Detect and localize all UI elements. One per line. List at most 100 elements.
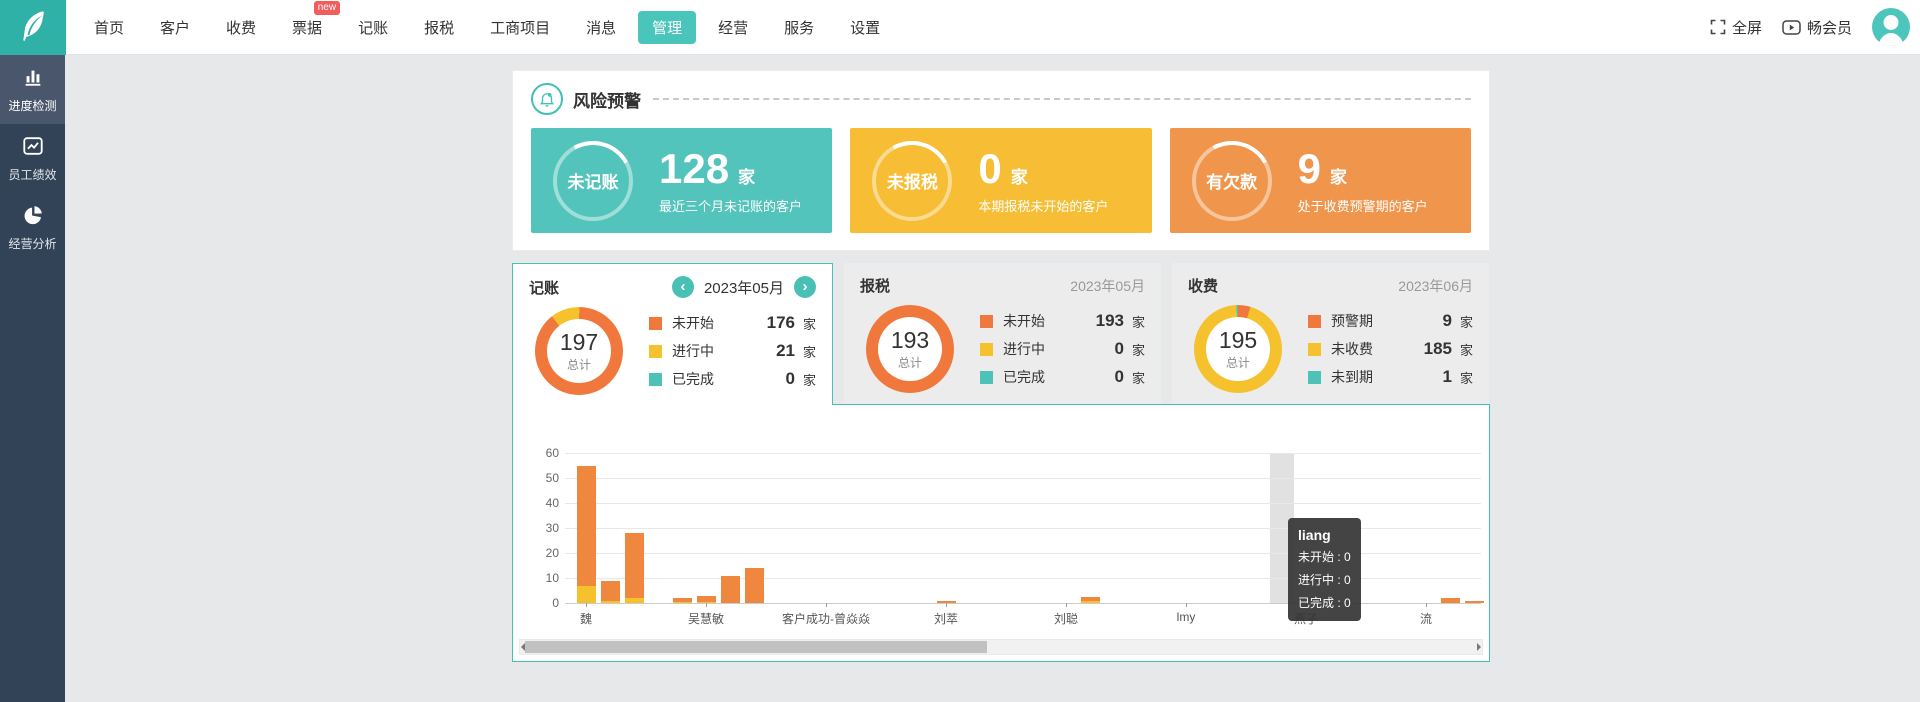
fullscreen-label: 全屏: [1731, 19, 1762, 37]
nav-item-5[interactable]: 报税: [410, 11, 468, 44]
stacked-bar[interactable]: [1080, 596, 1100, 603]
status-panel-记账: 记账 ‹ 2023年05月 › 197 总计 未开始 176 家进行中 21 家已完成 0 家: [512, 263, 833, 405]
risk-card-value: 9: [1297, 144, 1322, 192]
bar-segment-进行中: [600, 600, 620, 603]
app-logo[interactable]: [0, 0, 66, 55]
stacked-bar[interactable]: [624, 533, 644, 603]
donut-total-label: 总计: [1225, 355, 1250, 370]
panel-title: 收费: [1188, 278, 1219, 295]
status-panel-收费[interactable]: 收费 2023年06月 195 总计 预警期 9 家未收费 185 家未到期 1 家: [1172, 263, 1489, 404]
bar-segment-进行中: [696, 601, 716, 603]
x-axis-tick: [826, 603, 827, 607]
risk-card-0[interactable]: 未记账 128 家最近三个月未记账的客户: [531, 128, 833, 233]
risk-card-2[interactable]: 有欠款 9 家处于收费预警期的客户: [1169, 128, 1471, 233]
stacked-bar[interactable]: [696, 595, 716, 603]
legend-unit: 家: [1131, 370, 1145, 386]
bar-segment-进行中: [672, 601, 692, 603]
chart-tooltip: liang 未开始 : 0 进行中 : 0 已完成 : 0: [1288, 518, 1361, 621]
nav-item-11[interactable]: 设置: [836, 11, 894, 44]
stacked-bar[interactable]: [1464, 600, 1484, 603]
sidebar-item-1[interactable]: 员工绩效: [0, 124, 65, 193]
x-axis-tick: [946, 603, 947, 607]
panel-legend: 未开始 176 家进行中 21 家已完成 0 家: [649, 313, 816, 389]
nav-item-3[interactable]: 票据 new: [278, 0, 341, 44]
legend-color-swatch: [649, 344, 662, 358]
nav-item-label: 首页: [94, 19, 125, 37]
scroll-right-arrow-icon[interactable]: [1477, 643, 1481, 651]
nav-item-label: 票据: [292, 19, 323, 37]
nav-item-10[interactable]: 服务: [770, 11, 828, 44]
y-axis-label: 40: [545, 496, 559, 510]
legend-unit: 家: [1459, 342, 1473, 358]
nav-item-label: 报税: [424, 19, 455, 37]
x-axis-tick: [706, 603, 707, 607]
nav-item-0[interactable]: 首页: [80, 11, 138, 44]
donut-chart: 195 总计: [1194, 305, 1282, 393]
sidebar-item-2[interactable]: 经营分析: [0, 193, 65, 262]
risk-card-tag: 有欠款: [1206, 173, 1258, 192]
legend-value: 0: [1114, 339, 1124, 358]
new-badge: new: [313, 0, 341, 15]
avatar[interactable]: [1872, 8, 1910, 46]
x-axis-label: 流: [1419, 612, 1433, 626]
nav-item-1[interactable]: 客户: [146, 11, 204, 44]
sidebar-item-0[interactable]: 进度检测: [0, 55, 65, 124]
feather-logo-icon: [23, 11, 44, 41]
nav-item-6[interactable]: 工商项目: [476, 11, 564, 44]
status-panel-报税[interactable]: 报税 2023年05月 193 总计 未开始 193 家进行中 0 家已完成 0 家: [844, 263, 1161, 404]
scroll-left-arrow-icon[interactable]: [521, 643, 525, 651]
scrollbar-thumb[interactable]: [525, 641, 987, 653]
bar-segment-进行中: [576, 585, 596, 603]
stacked-bar[interactable]: [672, 598, 692, 603]
nav-item-2[interactable]: 收费: [212, 11, 270, 44]
bar-segment-未开始: [624, 533, 644, 598]
nav-item-label: 客户: [160, 19, 191, 37]
bar-segment-未开始: [1464, 600, 1484, 603]
legend-label: 进行中: [1003, 341, 1045, 357]
panel-legend: 预警期 9 家未收费 185 家未到期 1 家: [1308, 311, 1473, 387]
stacked-bar[interactable]: [720, 575, 740, 603]
donut-chart: 193 总计: [866, 305, 954, 393]
legend-value: 193: [1095, 311, 1124, 330]
line-chart-icon: [22, 135, 44, 160]
tooltip-row-value: 0: [1344, 596, 1351, 610]
bar-segment-未开始: [1080, 596, 1100, 601]
y-axis-label: 30: [545, 521, 559, 535]
legend-value: 176: [766, 313, 795, 332]
member-button[interactable]: 畅会员: [1782, 17, 1852, 38]
header-actions: 全屏 畅会员: [1710, 8, 1920, 46]
legend-label: 未开始: [672, 315, 714, 331]
legend-row: 已完成 0 家: [980, 367, 1145, 387]
donut-total: 197: [559, 328, 599, 355]
stacked-bar[interactable]: [744, 568, 764, 603]
bar-segment-未开始: [1440, 598, 1460, 603]
bar-chart-icon: [22, 66, 44, 91]
risk-card-1[interactable]: 未报税 0 家本期报税未开始的客户: [850, 128, 1152, 233]
stacked-bar[interactable]: [1440, 598, 1460, 603]
bar-segment-未开始: [672, 598, 692, 602]
legend-label: 未到期: [1331, 369, 1373, 385]
fullscreen-button[interactable]: 全屏: [1710, 17, 1762, 38]
prev-month-button[interactable]: ‹: [671, 276, 694, 298]
panel-date: 2023年05月: [1070, 277, 1145, 294]
legend-label: 预警期: [1331, 313, 1373, 329]
risk-card-value: 0: [978, 144, 1002, 192]
tooltip-title: liang: [1298, 527, 1331, 543]
nav-item-4[interactable]: 记账: [344, 11, 402, 44]
stacked-bar[interactable]: [600, 580, 620, 603]
risk-card-ring: 未记账: [553, 140, 633, 221]
donut-total: 193: [890, 326, 930, 353]
nav-item-7[interactable]: 消息: [572, 11, 630, 44]
bell-icon: [531, 83, 563, 115]
stacked-bar[interactable]: [936, 600, 956, 603]
legend-value: 185: [1423, 339, 1452, 358]
gridline: [565, 553, 1481, 554]
nav-item-8[interactable]: 管理: [638, 10, 697, 44]
chart-scrollbar[interactable]: [519, 639, 1483, 655]
nav-item-9[interactable]: 经营: [704, 11, 762, 44]
stacked-bar[interactable]: [576, 465, 596, 603]
y-axis-label: 60: [545, 446, 559, 460]
legend-row: 进行中 21 家: [649, 341, 816, 361]
next-month-button[interactable]: ›: [794, 276, 816, 298]
legend-value: 0: [785, 369, 795, 388]
